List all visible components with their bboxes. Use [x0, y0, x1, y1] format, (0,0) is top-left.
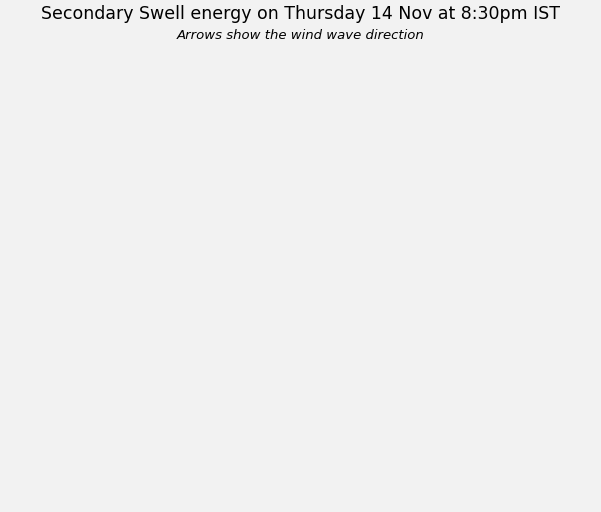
- Text: Secondary Swell energy on Thursday 14 Nov at 8:30pm IST: Secondary Swell energy on Thursday 14 No…: [41, 5, 560, 23]
- Text: Arrows show the wind wave direction: Arrows show the wind wave direction: [177, 29, 424, 41]
